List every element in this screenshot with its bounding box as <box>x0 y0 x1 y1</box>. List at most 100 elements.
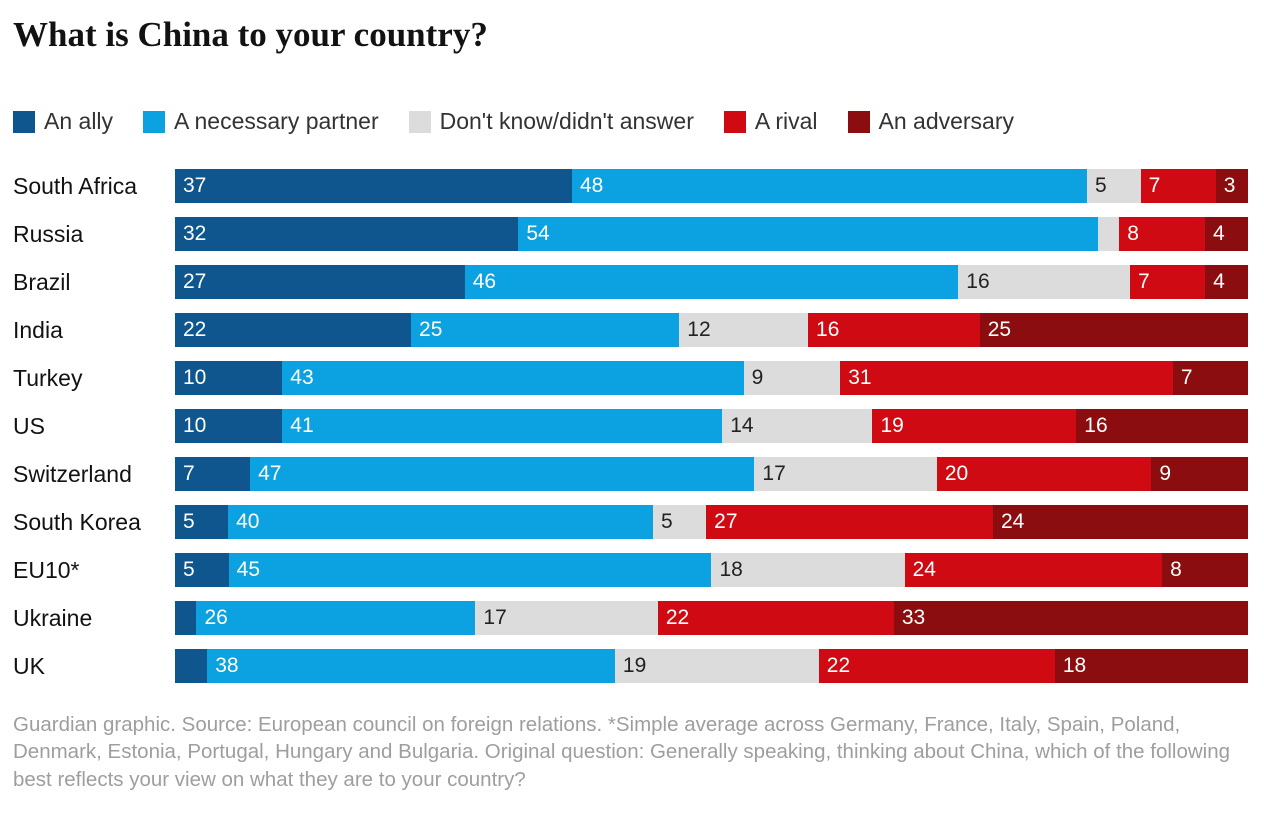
row-label: Ukraine <box>13 604 93 631</box>
bar-segment: 48 <box>572 169 1088 203</box>
chart-title: What is China to your country? <box>13 15 488 54</box>
row-label: Turkey <box>13 364 83 391</box>
chart-row: EU10* 5 45 18 24 8 <box>13 553 1248 587</box>
stacked-bar: 32 54 8 4 <box>175 217 1248 251</box>
bar-segment: 5 <box>1087 169 1141 203</box>
bar-segment: 17 <box>754 457 937 491</box>
legend-label: Don't know/didn't answer <box>439 108 694 134</box>
bar-segment: 4 <box>1205 217 1248 251</box>
bar-segment: 27 <box>175 265 465 299</box>
bar-segment <box>175 601 197 635</box>
bar-segment: 19 <box>614 649 819 683</box>
stacked-bar: 38 19 22 18 <box>175 649 1248 683</box>
bar-segment: 3 <box>1215 169 1248 203</box>
chart-row: Russia 32 54 8 4 <box>13 217 1248 251</box>
row-label: Russia <box>13 220 84 247</box>
chart-row: South Korea 5 40 5 27 24 <box>13 505 1248 539</box>
row-label: South Korea <box>13 508 141 535</box>
bar-segment: 8 <box>1119 217 1206 251</box>
stacked-bar: 27 46 16 7 4 <box>175 265 1248 299</box>
chart-row: US 10 41 14 19 16 <box>13 409 1248 443</box>
bar-segment: 22 <box>818 649 1055 683</box>
chart-row: Switzerland 7 47 17 20 9 <box>13 457 1248 491</box>
legend-label: A rival <box>754 108 818 134</box>
bar-segment <box>1097 217 1120 251</box>
bar-segment: 31 <box>840 361 1173 395</box>
legend-label: An ally <box>44 108 114 134</box>
bar-segment: 16 <box>1076 409 1248 443</box>
row-label: Switzerland <box>13 460 132 487</box>
bar-segment: 45 <box>228 553 712 587</box>
bar-segment: 27 <box>706 505 993 539</box>
bar-segment: 46 <box>464 265 959 299</box>
chart-row: India 22 25 12 16 25 <box>13 313 1248 347</box>
row-label: South Africa <box>13 172 138 199</box>
bar-segment: 22 <box>175 313 412 347</box>
bar-segment: 54 <box>518 217 1098 251</box>
legend-swatch <box>847 110 870 133</box>
legend: An ally A necessary partner Don't know/did… <box>13 108 1248 135</box>
source-note: Guardian graphic. Source: European counc… <box>13 713 1231 791</box>
stacked-bar: 37 48 5 7 3 <box>175 169 1248 203</box>
row-label: EU10* <box>13 556 80 583</box>
bar-segment: 7 <box>1140 169 1216 203</box>
legend-swatch <box>408 110 431 133</box>
legend-label: An adversary <box>878 108 1015 134</box>
bar-segment: 16 <box>808 313 980 347</box>
legend-item: An ally <box>13 108 113 135</box>
bar-segment: 40 <box>228 505 654 539</box>
bar-segment: 7 <box>175 457 251 491</box>
bar-segment: 17 <box>475 601 658 635</box>
bar-segment: 14 <box>722 409 873 443</box>
chart-row: Ukraine 26 17 22 33 <box>13 601 1248 635</box>
row-label: UK <box>13 652 45 679</box>
bar-segment: 32 <box>175 217 519 251</box>
bar-segment: 41 <box>282 409 723 443</box>
row-label: US <box>13 412 45 439</box>
bar-segment: 9 <box>1151 457 1248 491</box>
bar-segment: 4 <box>1205 265 1248 299</box>
bar-segment: 18 <box>711 553 905 587</box>
stacked-bar: 7 47 17 20 9 <box>175 457 1248 491</box>
bar-segment: 20 <box>936 457 1152 491</box>
bar-segment: 9 <box>743 361 841 395</box>
bar-segment: 25 <box>979 313 1248 347</box>
bar-segment: 33 <box>893 601 1248 635</box>
bar-segment: 25 <box>411 313 680 347</box>
bar-segment: 22 <box>657 601 894 635</box>
chart: South Africa 37 48 5 7 3 Russia 32 54 8 4 Brazil 27 4… <box>13 169 1248 683</box>
legend-item: A necessary partner <box>143 108 379 135</box>
bar-segment: 19 <box>872 409 1077 443</box>
bar-segment: 8 <box>1162 553 1248 587</box>
bar-segment: 7 <box>1172 361 1248 395</box>
stacked-bar: 5 40 5 27 24 <box>175 505 1248 539</box>
bar-segment: 7 <box>1129 265 1206 299</box>
legend-item: An adversary <box>847 108 1015 135</box>
bar-segment: 12 <box>679 313 809 347</box>
legend-swatch <box>143 110 166 133</box>
bar-segment: 16 <box>958 265 1130 299</box>
bar-segment: 38 <box>207 649 615 683</box>
stacked-bar: 22 25 12 16 25 <box>175 313 1248 347</box>
bar-segment: 10 <box>175 361 283 395</box>
row-label: Brazil <box>13 268 71 295</box>
legend-item: Don't know/didn't answer <box>408 108 694 135</box>
chart-row: South Africa 37 48 5 7 3 <box>13 169 1248 203</box>
stacked-bar: 26 17 22 33 <box>175 601 1248 635</box>
chart-row: UK 38 19 22 18 <box>13 649 1248 683</box>
bar-segment: 5 <box>653 505 707 539</box>
legend-swatch <box>723 110 746 133</box>
bar-segment <box>175 649 208 683</box>
stacked-bar: 10 41 14 19 16 <box>175 409 1248 443</box>
chart-row: Turkey 10 43 9 31 7 <box>13 361 1248 395</box>
bar-segment: 24 <box>992 505 1248 539</box>
bar-segment: 18 <box>1054 649 1248 683</box>
stacked-bar: 5 45 18 24 8 <box>175 553 1248 587</box>
bar-segment: 24 <box>904 553 1163 587</box>
legend-label: A necessary partner <box>174 108 379 134</box>
bar-segment: 5 <box>175 553 229 587</box>
bar-segment: 37 <box>175 169 572 203</box>
legend-swatch <box>13 110 35 133</box>
stacked-bar: 10 43 9 31 7 <box>175 361 1248 395</box>
